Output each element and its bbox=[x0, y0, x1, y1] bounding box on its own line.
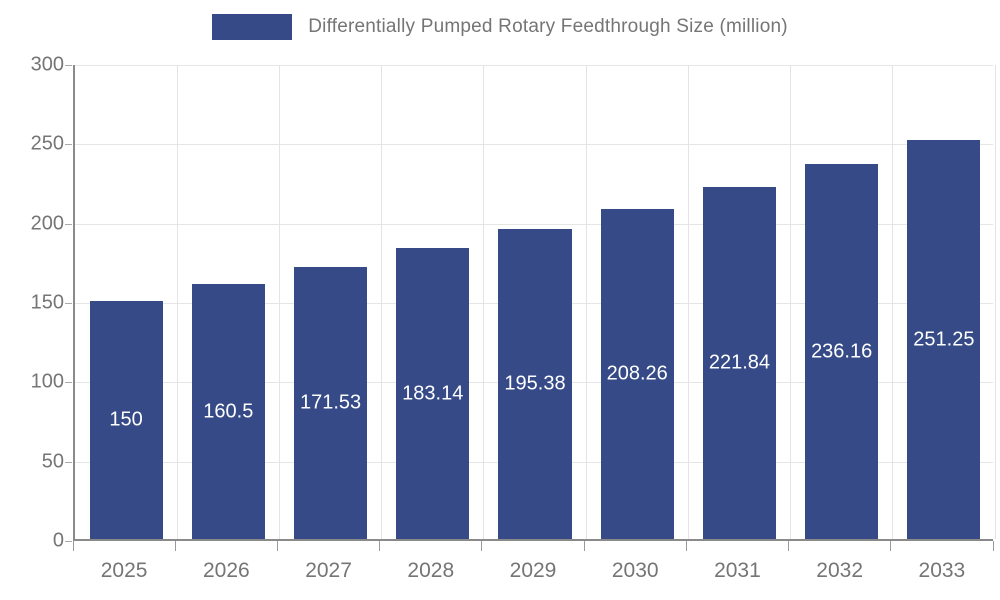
bar-value-label: 236.16 bbox=[811, 340, 873, 363]
y-tick-label: 250 bbox=[30, 132, 64, 155]
x-tick-mark bbox=[890, 541, 892, 551]
x-tick-mark bbox=[72, 541, 74, 551]
x-tick-label-2030: 2030 bbox=[611, 559, 659, 582]
y-gridline bbox=[75, 223, 993, 225]
x-gridline bbox=[892, 65, 894, 539]
x-tick-label-2027: 2027 bbox=[305, 559, 352, 582]
x-tick-label-2026: 2026 bbox=[202, 559, 250, 582]
x-tick-mark bbox=[583, 541, 585, 551]
y-tick-label: 100 bbox=[30, 370, 64, 393]
x-tick-mark bbox=[379, 541, 381, 551]
y-tick-mark bbox=[65, 303, 72, 304]
bar-value-label: 183.14 bbox=[402, 382, 464, 405]
bar-value-label: 195.38 bbox=[504, 372, 566, 395]
y-tick-label: 300 bbox=[30, 53, 64, 76]
x-gridline bbox=[994, 65, 996, 539]
y-tick-mark bbox=[65, 382, 72, 384]
legend-swatch-icon bbox=[212, 14, 293, 40]
bar-value-label: 221.84 bbox=[708, 351, 771, 374]
y-gridline bbox=[75, 144, 993, 146]
y-tick-mark bbox=[65, 541, 72, 542]
chart-legend[interactable]: Differentially Pumped Rotary Feedthrough… bbox=[0, 14, 1000, 40]
bar-2033[interactable]: 251.25 bbox=[907, 140, 981, 539]
bar-2031[interactable]: 221.84 bbox=[702, 187, 776, 539]
x-gridline bbox=[483, 65, 485, 539]
legend-series-label: Differentially Pumped Rotary Feedthrough… bbox=[308, 16, 788, 37]
plot-area: 150 160.5 171.53 183.14 195.38 208.26 221.84 23… bbox=[73, 65, 996, 541]
x-gridline bbox=[381, 65, 383, 539]
x-tick-label-2028: 2028 bbox=[407, 559, 455, 582]
bar-2028[interactable]: 183.14 bbox=[396, 248, 470, 539]
bar-2029[interactable]: 195.38 bbox=[498, 229, 572, 539]
x-tick-mark bbox=[685, 541, 687, 551]
x-tick-mark bbox=[276, 541, 278, 551]
x-gridline bbox=[687, 65, 689, 539]
bar-2026[interactable]: 160.5 bbox=[191, 284, 265, 539]
x-tick-mark bbox=[174, 541, 176, 551]
x-tick-label-2031: 2031 bbox=[714, 559, 761, 582]
bar-2027[interactable]: 171.53 bbox=[294, 266, 368, 539]
x-tick-label-2025: 2025 bbox=[100, 559, 148, 582]
x-tick-label-2029: 2029 bbox=[509, 559, 557, 582]
x-tick-label-2033: 2033 bbox=[918, 559, 966, 582]
y-tick-label: 0 bbox=[52, 529, 64, 552]
bar-value-label: 160.5 bbox=[203, 400, 254, 423]
x-tick-label-2032: 2032 bbox=[816, 559, 864, 582]
bar-2032[interactable]: 236.16 bbox=[805, 164, 879, 539]
y-tick-label: 150 bbox=[30, 291, 64, 314]
y-tick-mark bbox=[65, 144, 72, 146]
y-tick-label: 200 bbox=[30, 212, 64, 235]
x-tick-mark bbox=[788, 541, 790, 551]
bar-2030[interactable]: 208.26 bbox=[600, 208, 674, 539]
y-tick-mark bbox=[65, 461, 72, 463]
x-gridline bbox=[790, 65, 792, 539]
x-gridline bbox=[585, 65, 587, 539]
bar-value-label: 208.26 bbox=[606, 362, 668, 385]
bar-value-label: 251.25 bbox=[913, 328, 975, 351]
bar-value-label: 150 bbox=[109, 408, 143, 431]
x-tick-mark bbox=[992, 541, 994, 551]
x-gridline bbox=[176, 65, 178, 539]
x-tick-mark bbox=[481, 541, 483, 551]
y-tick-mark bbox=[65, 65, 72, 66]
y-tick-mark bbox=[65, 223, 72, 225]
y-gridline bbox=[75, 65, 993, 66]
bar-value-label: 171.53 bbox=[299, 391, 362, 414]
x-gridline bbox=[278, 65, 280, 539]
y-tick-label: 50 bbox=[41, 450, 64, 473]
bar-2025[interactable]: 150 bbox=[89, 301, 163, 539]
